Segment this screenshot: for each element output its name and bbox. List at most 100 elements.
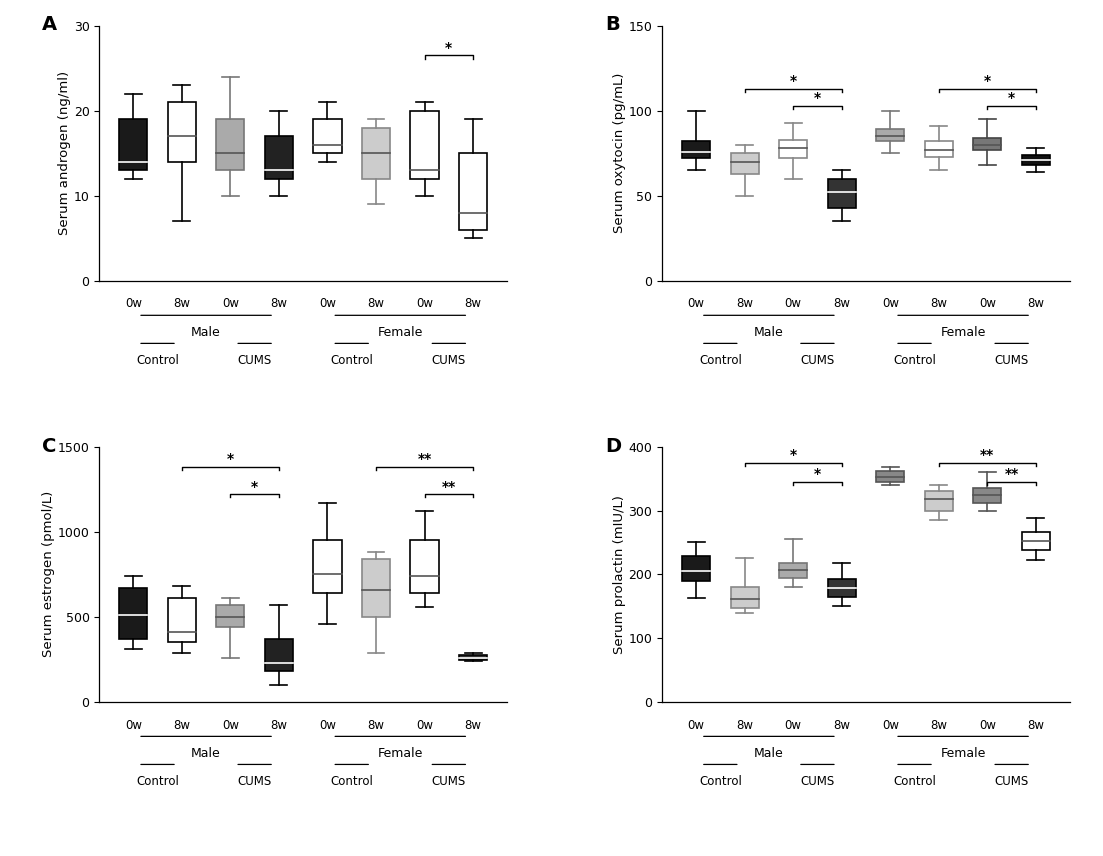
Text: C: C [42,437,56,455]
Text: Control: Control [699,775,742,788]
Bar [924,141,953,157]
Text: *: * [251,479,258,494]
Text: B: B [604,15,620,34]
Bar [168,102,196,162]
Text: 8w: 8w [736,297,753,311]
Bar [119,588,148,639]
Text: Control: Control [136,775,179,788]
Text: 8w: 8w [833,718,850,732]
Text: Male: Male [191,325,221,338]
Text: 0w: 0w [416,718,433,732]
Text: **: ** [981,448,995,462]
Text: Female: Female [377,746,422,759]
Text: CUMS: CUMS [431,354,465,366]
Text: CUMS: CUMS [237,354,271,366]
Text: 0w: 0w [416,297,433,311]
Text: 8w: 8w [930,718,947,732]
Y-axis label: Serum estrogen (pmol/L): Serum estrogen (pmol/L) [42,491,55,657]
Bar [876,129,904,141]
Bar [362,559,390,617]
Text: 8w: 8w [270,718,288,732]
Text: CUMS: CUMS [995,775,1029,788]
Text: 8w: 8w [367,718,385,732]
Bar [1021,155,1050,165]
Bar [1021,532,1050,550]
Text: 8w: 8w [1027,718,1045,732]
Text: 8w: 8w [464,297,482,311]
Text: 0w: 0w [687,297,705,311]
Text: Control: Control [330,354,373,366]
Bar [410,540,439,593]
Text: 8w: 8w [367,297,385,311]
Text: *: * [446,41,452,55]
Text: CUMS: CUMS [801,354,835,366]
Bar [410,110,439,179]
Y-axis label: Serum oxytocin (pg/mL): Serum oxytocin (pg/mL) [612,73,625,234]
Text: Control: Control [893,775,936,788]
Text: Female: Female [377,325,422,338]
Bar [779,563,807,578]
Text: 0w: 0w [881,297,899,311]
Bar [168,598,196,642]
Text: 0w: 0w [125,297,142,311]
Text: 8w: 8w [173,718,191,732]
Text: 8w: 8w [464,718,482,732]
Text: Female: Female [941,325,986,338]
Text: Male: Male [754,325,784,338]
Bar [313,540,342,593]
Bar [779,140,807,158]
Text: Control: Control [136,354,179,366]
Bar [730,587,759,608]
Text: 8w: 8w [930,297,947,311]
Text: A: A [42,15,57,34]
Text: *: * [814,467,821,481]
Text: CUMS: CUMS [431,775,465,788]
Text: 0w: 0w [222,718,239,732]
Text: 0w: 0w [687,718,705,732]
Bar [313,119,342,153]
Text: Control: Control [893,354,936,366]
Text: *: * [984,74,990,88]
Text: 8w: 8w [173,297,191,311]
Text: CUMS: CUMS [237,775,271,788]
Text: 8w: 8w [736,718,753,732]
Text: D: D [604,437,621,455]
Text: 0w: 0w [784,718,802,732]
Bar [682,556,710,580]
Text: *: * [790,448,796,462]
Text: 0w: 0w [978,718,996,732]
Text: 0w: 0w [881,718,899,732]
Text: *: * [790,74,796,88]
Text: *: * [814,91,821,105]
Bar [682,141,710,158]
Bar [362,128,390,179]
Text: 8w: 8w [1027,297,1045,311]
Text: 0w: 0w [978,297,996,311]
Text: **: ** [441,479,456,494]
Bar [876,471,904,482]
Bar [216,119,245,170]
Text: **: ** [417,452,431,467]
Bar [459,153,488,229]
Text: 8w: 8w [270,297,288,311]
Y-axis label: Serum androgen (ng/ml): Serum androgen (ng/ml) [57,71,71,235]
Bar [973,138,1002,150]
Y-axis label: Serum prolactin (mIU/L): Serum prolactin (mIU/L) [612,495,625,654]
Bar [216,605,245,627]
Bar [924,491,953,510]
Text: Male: Male [754,746,784,759]
Text: 0w: 0w [319,718,336,732]
Text: 0w: 0w [222,297,239,311]
Text: CUMS: CUMS [801,775,835,788]
Bar [265,639,293,671]
Text: 0w: 0w [319,297,336,311]
Bar [265,136,293,179]
Bar [827,179,856,208]
Bar [730,153,759,174]
Text: *: * [1008,91,1015,105]
Bar [827,580,856,597]
Text: **: ** [1005,467,1019,481]
Text: *: * [227,452,234,467]
Text: Control: Control [330,775,373,788]
Text: 0w: 0w [784,297,802,311]
